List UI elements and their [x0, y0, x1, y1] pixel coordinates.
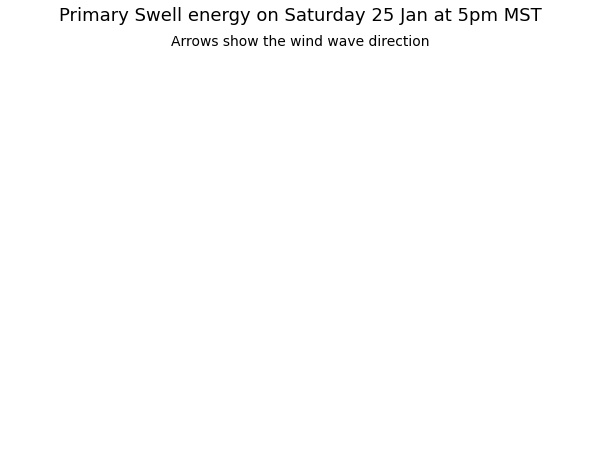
Text: Arrows show the wind wave direction: Arrows show the wind wave direction — [171, 35, 430, 49]
Text: cartopy required: cartopy required — [219, 249, 382, 268]
Text: Primary Swell energy on Saturday 25 Jan at 5pm MST: Primary Swell energy on Saturday 25 Jan … — [59, 7, 542, 25]
